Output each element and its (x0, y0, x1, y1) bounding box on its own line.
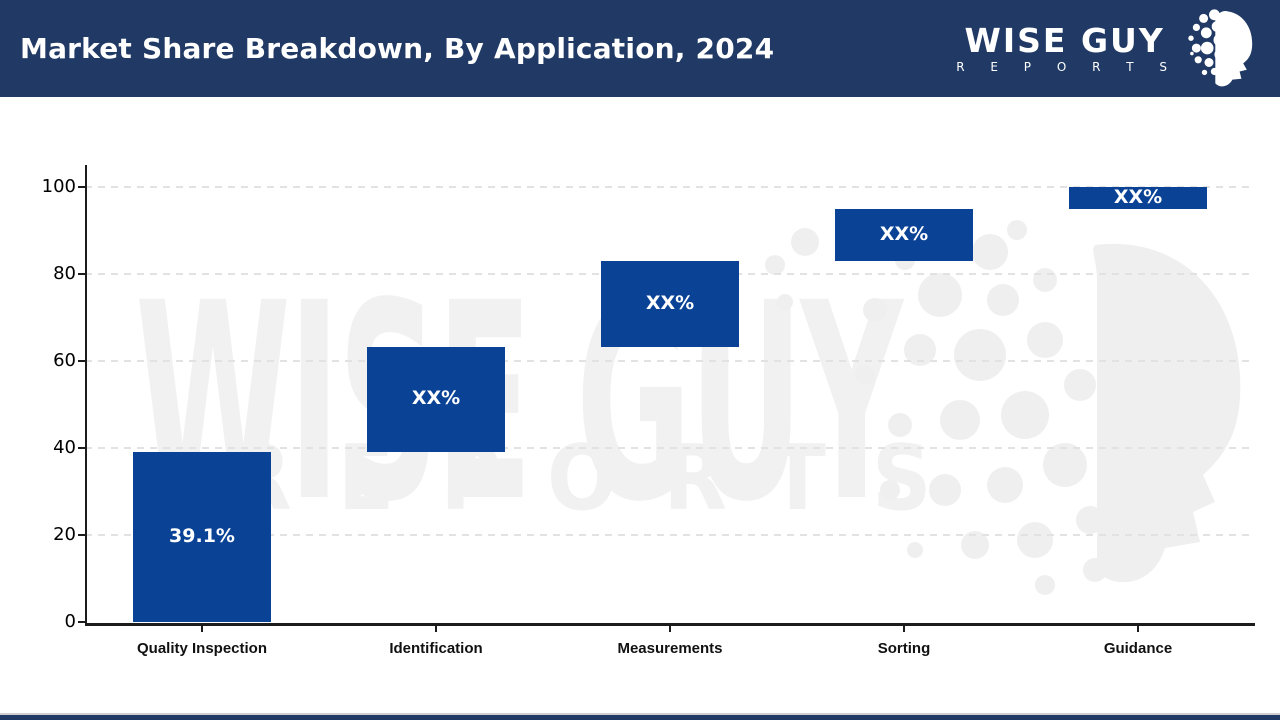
brand-face-icon (1188, 8, 1253, 86)
y-tick-label: 40 (53, 437, 76, 458)
x-category-label: Guidance (1103, 640, 1173, 657)
brand-name: WISE GUY (964, 21, 1165, 60)
market-share-bar (367, 347, 505, 452)
watermark-face-icon (765, 220, 1241, 595)
y-gridline (85, 447, 1255, 449)
bar-value-label: XX% (411, 387, 461, 410)
market-share-bar (835, 208, 973, 261)
bar-value-label: 39.1% (169, 524, 235, 547)
x-tick-mark (903, 626, 905, 632)
x-axis-line (85, 623, 1255, 626)
y-tick-mark (78, 534, 85, 536)
market-share-bar (133, 451, 271, 622)
y-tick-label: 80 (53, 263, 76, 284)
y-gridline (85, 534, 1255, 536)
x-tick-mark (435, 626, 437, 632)
y-tick-label: 60 (53, 350, 76, 371)
bar-value-label: XX% (1113, 185, 1163, 208)
x-category-label: Measurements (617, 640, 723, 657)
bar-value-label: XX% (645, 292, 695, 314)
y-tick-mark (78, 273, 85, 275)
y-tick-mark (78, 621, 85, 623)
y-tick-label: 20 (53, 524, 76, 545)
header-bar: Market Share Breakdown, By Application, … (0, 0, 1280, 97)
x-tick-mark (201, 626, 203, 632)
footer-bar (0, 715, 1280, 720)
market-share-bar (601, 260, 739, 348)
bar-value-label: XX% (879, 222, 929, 245)
x-tick-mark (1137, 626, 1139, 632)
brand-logo-text: WISE GUY R E P O R T S (951, 24, 1178, 73)
x-category-label: Sorting (877, 640, 931, 657)
page-title: Market Share Breakdown, By Application, … (20, 32, 775, 65)
y-gridline (85, 186, 1255, 188)
market-share-bar (1069, 187, 1207, 209)
brand-subtitle: R E P O R T S (956, 60, 1178, 74)
footer-divider (0, 713, 1280, 715)
y-gridline (85, 360, 1255, 362)
brand-logo: WISE GUY R E P O R T S (951, 7, 1254, 91)
y-tick-label: 100 (41, 176, 76, 197)
y-tick-label: 0 (64, 611, 76, 632)
y-axis-line (85, 165, 87, 623)
x-tick-mark (669, 626, 671, 632)
y-tick-mark (78, 360, 85, 362)
y-tick-mark (78, 447, 85, 449)
y-tick-mark (78, 186, 85, 188)
x-category-label: Identification (389, 640, 483, 657)
x-category-label: Quality Inspection (136, 640, 268, 657)
